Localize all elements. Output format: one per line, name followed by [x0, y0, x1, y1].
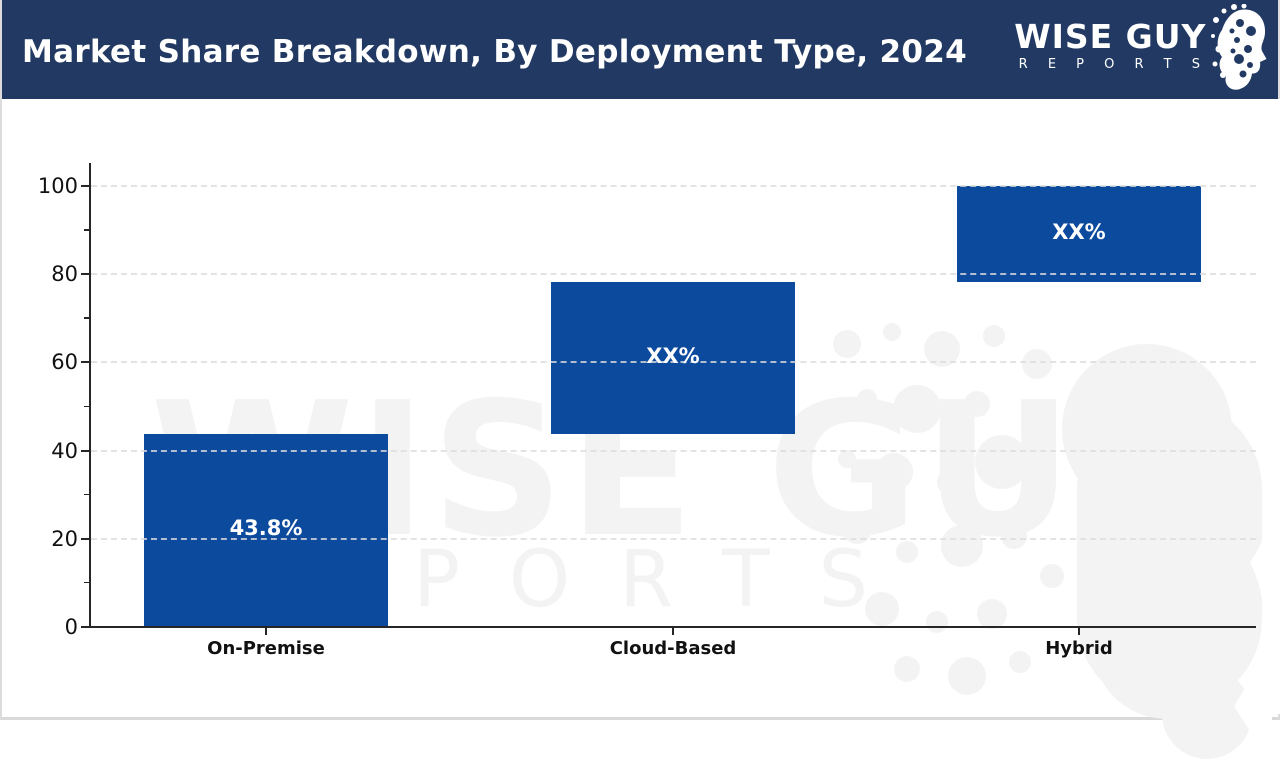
bar — [957, 186, 1201, 283]
bar — [144, 433, 388, 627]
y-tick-label: 0 — [64, 615, 78, 639]
y-axis-line — [89, 163, 91, 628]
x-category-label: Hybrid — [1045, 638, 1113, 659]
bar — [551, 282, 795, 434]
gridline — [91, 273, 1256, 276]
logo-subtitle: R E P O R T S — [1018, 57, 1208, 72]
y-minor-tick — [84, 493, 90, 496]
y-tick-label: 80 — [51, 262, 78, 287]
bar-label: XX% — [646, 343, 700, 368]
y-tick — [81, 361, 90, 364]
y-tick — [81, 449, 90, 452]
y-minor-tick — [84, 405, 90, 408]
x-tick — [1078, 628, 1080, 635]
x-tick — [265, 628, 267, 635]
y-minor-tick — [84, 317, 90, 319]
gridline — [91, 361, 1256, 364]
logo-wordmark: WISE GUY — [1014, 17, 1207, 56]
page-title: Market Share Breakdown, By Deployment Ty… — [22, 34, 967, 70]
logo-text: WISE GUY R E P O R T S — [1013, 20, 1208, 71]
gridline — [91, 449, 1256, 452]
y-minor-tick — [84, 229, 90, 231]
bar-label: XX% — [1052, 220, 1106, 245]
y-tick-label: 20 — [51, 526, 78, 551]
y-tick — [81, 273, 90, 276]
y-tick-label: 60 — [51, 350, 78, 375]
x-category-label: On-Premise — [207, 638, 325, 659]
gridline — [91, 185, 1256, 187]
y-tick — [81, 626, 90, 628]
y-tick — [81, 537, 90, 540]
y-tick — [81, 185, 90, 187]
header-bar: Market Share Breakdown, By Deployment Ty… — [2, 0, 1278, 99]
x-category-label: Cloud-Based — [609, 638, 737, 659]
x-axis-line — [89, 626, 1256, 628]
y-minor-tick — [84, 581, 90, 584]
y-tick-label: 40 — [51, 438, 78, 463]
wise-guy-logo: WISE GUY R E P O R T S — [1013, 4, 1268, 92]
y-tick-label: 100 — [37, 174, 78, 198]
x-tick — [672, 628, 674, 635]
gridline — [91, 537, 1256, 540]
bar-label: 43.8% — [229, 516, 303, 541]
logo-head-icon — [1211, 4, 1267, 90]
